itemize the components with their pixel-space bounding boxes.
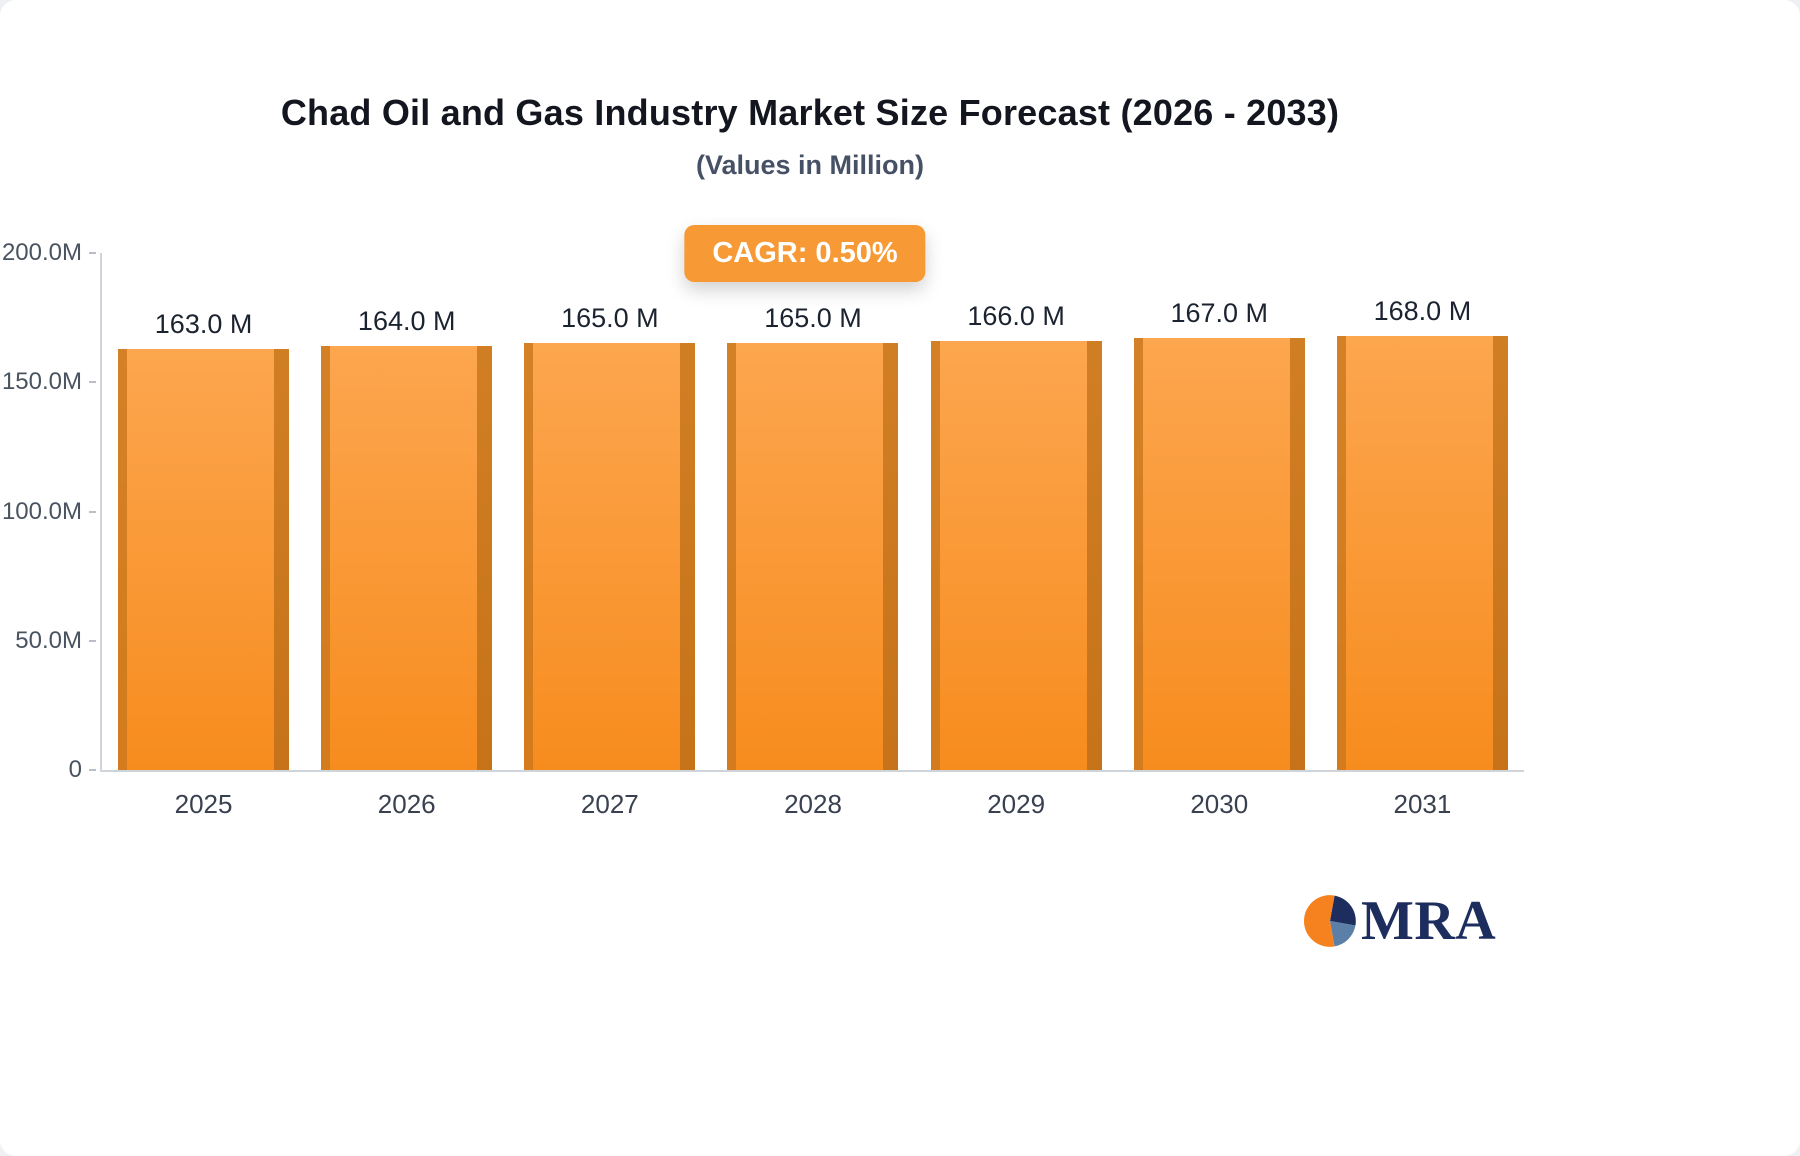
x-axis-label: 2025: [174, 789, 233, 819]
bar-value-label: 168.0 M: [1373, 295, 1472, 326]
logo-text: MRA: [1361, 890, 1497, 952]
pie-logo-icon: [1303, 895, 1356, 947]
y-tick-mark: [89, 769, 96, 771]
bar-value-label: 167.0 M: [1170, 298, 1269, 329]
x-axis-label: 2029: [987, 789, 1046, 819]
bar-value-label: 165.0 M: [764, 303, 862, 334]
y-tick-mark: [89, 510, 96, 513]
y-tick-label: 0: [68, 756, 82, 783]
y-tick-label: 200.0M: [1, 239, 82, 266]
y-tick-label: 100.0M: [1, 497, 82, 525]
y-tick-label: 150.0M: [1, 368, 82, 396]
bar-2030[interactable]: 167.0 M: [1133, 298, 1305, 770]
x-axis-label: 2026: [377, 789, 436, 819]
bar-2026[interactable]: 164.0 M: [321, 306, 493, 770]
chart-title: Chad Oil and Gas Industry Market Size Fo…: [280, 92, 1340, 133]
cagr-badge: CAGR: 0.50%: [684, 225, 926, 282]
x-axis-label: 2030: [1190, 789, 1249, 819]
bar-column: 165.0 M 2028: [711, 253, 914, 819]
y-tick-label: 50.0M: [15, 626, 82, 654]
bar-column: 167.0 M 2030: [1118, 253, 1321, 819]
bar-value-label: 166.0 M: [967, 300, 1065, 331]
bar-column: 165.0 M 2027: [508, 253, 711, 819]
chart-subtitle: (Values in Million): [695, 150, 925, 180]
bar-column: 168.0 M 2031: [1321, 253, 1524, 819]
x-axis-label: 2027: [580, 789, 639, 819]
bar-2028[interactable]: 165.0 M: [727, 303, 899, 770]
y-tick: 100.0M: [0, 498, 96, 526]
y-tick-mark: [89, 639, 96, 642]
bar-2027[interactable]: 165.0 M: [524, 303, 696, 770]
bar-2031[interactable]: 168.0 M: [1336, 296, 1508, 771]
y-tick: 50.0M: [0, 627, 96, 655]
bar-2025[interactable]: 163.0 M: [118, 309, 290, 771]
bars-container: 163.0 M 2025 164.0 M 2026 165.0 M 2027 165.0 M…: [102, 253, 1524, 819]
x-axis-label: 2028: [784, 789, 842, 819]
y-tick-mark: [89, 381, 96, 384]
y-tick-mark: [89, 252, 96, 254]
x-axis-label: 2031: [1393, 789, 1452, 819]
bar-column: 164.0 M 2026: [305, 253, 508, 819]
plot-area: 163.0 M 2025 164.0 M 2026 165.0 M 2027 165.0 M…: [100, 253, 1524, 819]
mra-logo: MRA: [1302, 893, 1496, 949]
y-tick: 200.0M: [0, 239, 96, 267]
bar-2029[interactable]: 166.0 M: [930, 301, 1102, 771]
y-tick: 150.0M: [0, 368, 96, 396]
bar-value-label: 165.0 M: [561, 303, 659, 334]
y-axis: 200.0M 150.0M 100.0M 50.0M 0: [0, 239, 96, 783]
bar-column: 166.0 M 2029: [915, 253, 1118, 819]
y-tick: 0: [0, 756, 96, 784]
bar-column: 163.0 M 2025: [102, 253, 305, 819]
bar-value-label: 163.0 M: [154, 308, 253, 339]
bar-value-label: 164.0 M: [357, 306, 456, 337]
